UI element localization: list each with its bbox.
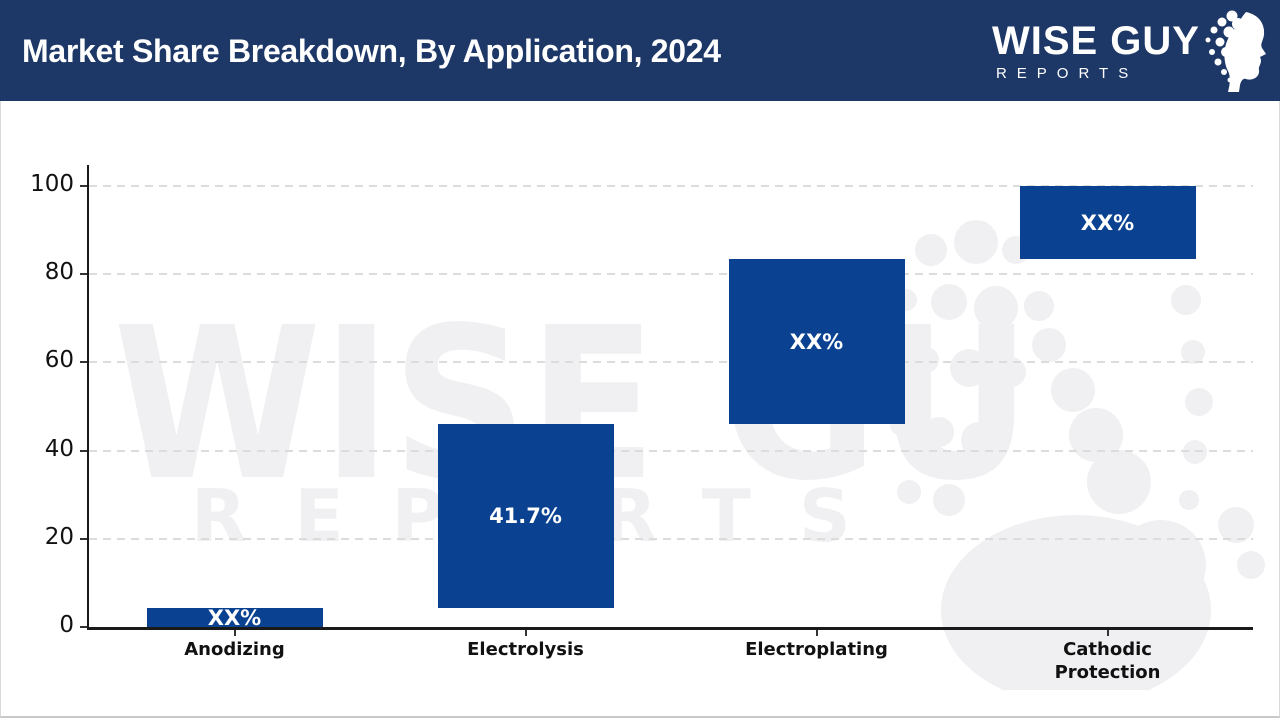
logo-subtitle: REPORTS <box>995 65 1139 82</box>
chart-title: Market Share Breakdown, By Application, … <box>22 33 721 69</box>
x-category-label: Electrolysis <box>467 639 584 660</box>
x-axis <box>87 627 1253 630</box>
bar-electroplating: XX% <box>728 259 905 425</box>
bar-electrolysis: 41.7% <box>437 424 614 609</box>
y-tick-label: 40 <box>44 435 74 462</box>
wiseguy-logo: WISE GUY REPORTS <box>992 9 1266 93</box>
x-category-label: Electroplating <box>745 639 888 660</box>
bar-value-label: XX% <box>789 329 844 354</box>
gridline <box>89 273 1253 276</box>
y-tick-label: 80 <box>44 259 74 286</box>
x-tick <box>524 628 527 636</box>
x-category-label: Cathodic Protection <box>1054 639 1161 683</box>
bar-cathodic-protection: XX% <box>1019 186 1196 260</box>
bar-value-label: XX% <box>1080 210 1135 235</box>
y-tick-label: 100 <box>30 171 74 197</box>
logo-wordmark: WISE GUY <box>991 19 1200 63</box>
gridline <box>89 185 1253 187</box>
x-tick <box>815 628 818 636</box>
y-tick <box>80 449 89 452</box>
y-tick <box>80 626 89 628</box>
y-tick-label: 60 <box>44 347 74 374</box>
logo-text: WISE GUY REPORTS <box>992 20 1200 82</box>
logo-face-icon <box>1205 10 1266 92</box>
chart-area: WISE GU REPORTS 020406080100XX%Anodizing… <box>0 101 1280 718</box>
gridline <box>89 449 1253 452</box>
x-category-label: Anodizing <box>184 639 285 660</box>
header-bar: Market Share Breakdown, By Application, … <box>0 0 1280 101</box>
y-tick <box>80 185 89 187</box>
y-tick-label: 20 <box>44 523 74 550</box>
bar-value-label: 41.7% <box>489 504 562 529</box>
y-tick <box>80 537 89 540</box>
gridline <box>89 537 1253 540</box>
bar-value-label: XX% <box>207 605 262 630</box>
x-tick <box>233 628 236 636</box>
gridline <box>89 361 1253 364</box>
y-axis <box>87 165 89 630</box>
bar-anodizing: XX% <box>146 605 323 630</box>
y-tick <box>80 273 89 276</box>
y-tick-label: 0 <box>59 612 74 638</box>
y-tick <box>80 361 89 364</box>
